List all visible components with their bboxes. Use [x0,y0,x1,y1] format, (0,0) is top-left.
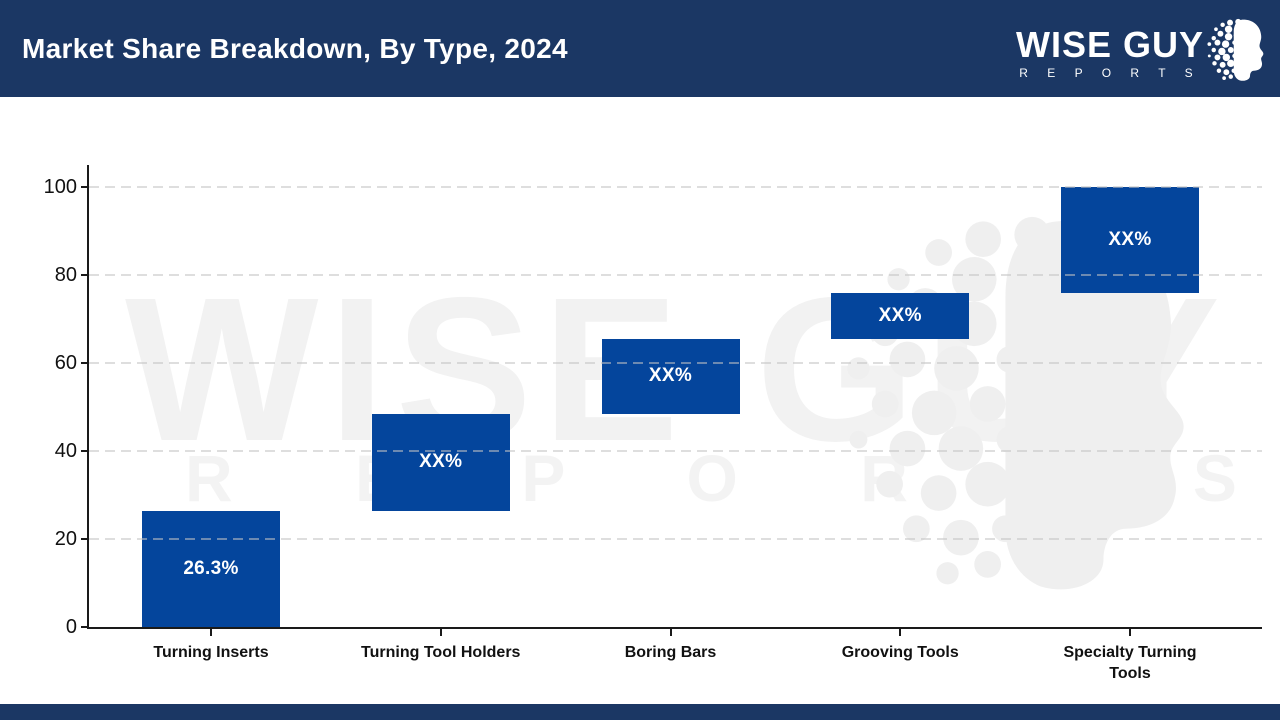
x-axis-tick [669,627,672,636]
y-axis-tick [81,538,89,540]
grid-line [89,362,1262,364]
y-axis-tick-label: 20 [54,528,77,550]
y-axis-tick [81,274,89,276]
x-axis-tick [1129,627,1131,636]
y-axis-tick-label: 40 [54,440,77,462]
footer-bar [0,704,1280,720]
logo-text: WISE GUY R E P O R T S [1015,24,1204,81]
grid-line [89,538,1262,540]
x-category-label: Grooving Tools [841,644,959,661]
x-category-label: Turning Inserts [153,644,269,661]
bar: XX% [1061,187,1199,293]
y-axis-tick-label: 0 [65,616,77,638]
grid-line [89,186,1262,188]
grid-line [89,274,1262,276]
bar-value-label: XX% [1108,228,1152,250]
x-axis-tick [210,627,212,636]
x-axis-tick [439,627,442,636]
y-axis-tick-label: 60 [54,352,77,374]
grid-line [89,450,1262,452]
bar-value-label: XX% [419,451,463,473]
logo-face-icon [1196,12,1270,88]
wise-guy-reports-logo: WISE GUY R E P O R T S [1004,6,1272,92]
x-category-label: Turning Tool Holders [361,644,521,661]
bar: 26.3% [142,511,280,627]
bar-value-label: XX% [648,365,693,387]
y-axis-tick [81,626,89,628]
x-category-label: Boring Bars [624,644,717,661]
chart-title: Market Share Breakdown, By Type, 2024 [22,32,568,64]
x-axis-line [87,627,1262,629]
bar: XX% [601,338,740,414]
y-axis-line [87,165,89,629]
y-axis-tick [81,450,89,452]
y-axis-tick [81,362,89,364]
bar-value-label: XX% [878,304,922,326]
bar: XX% [831,292,970,339]
x-category-label: Specialty Turning Tools [1063,644,1197,682]
logo-text-secondary: R E P O R T S [1019,66,1201,80]
y-axis-tick [81,186,89,188]
bar: XX% [371,413,510,512]
header-bar: Market Share Breakdown, By Type, 2024 WI… [0,0,1280,97]
y-axis-tick-label: 100 [43,176,77,198]
x-axis-tick [899,627,902,636]
y-axis-tick-label: 80 [54,264,77,286]
bar-value-label: 26.3% [183,558,239,580]
logo-text-primary: WISE GUY [1015,24,1204,65]
